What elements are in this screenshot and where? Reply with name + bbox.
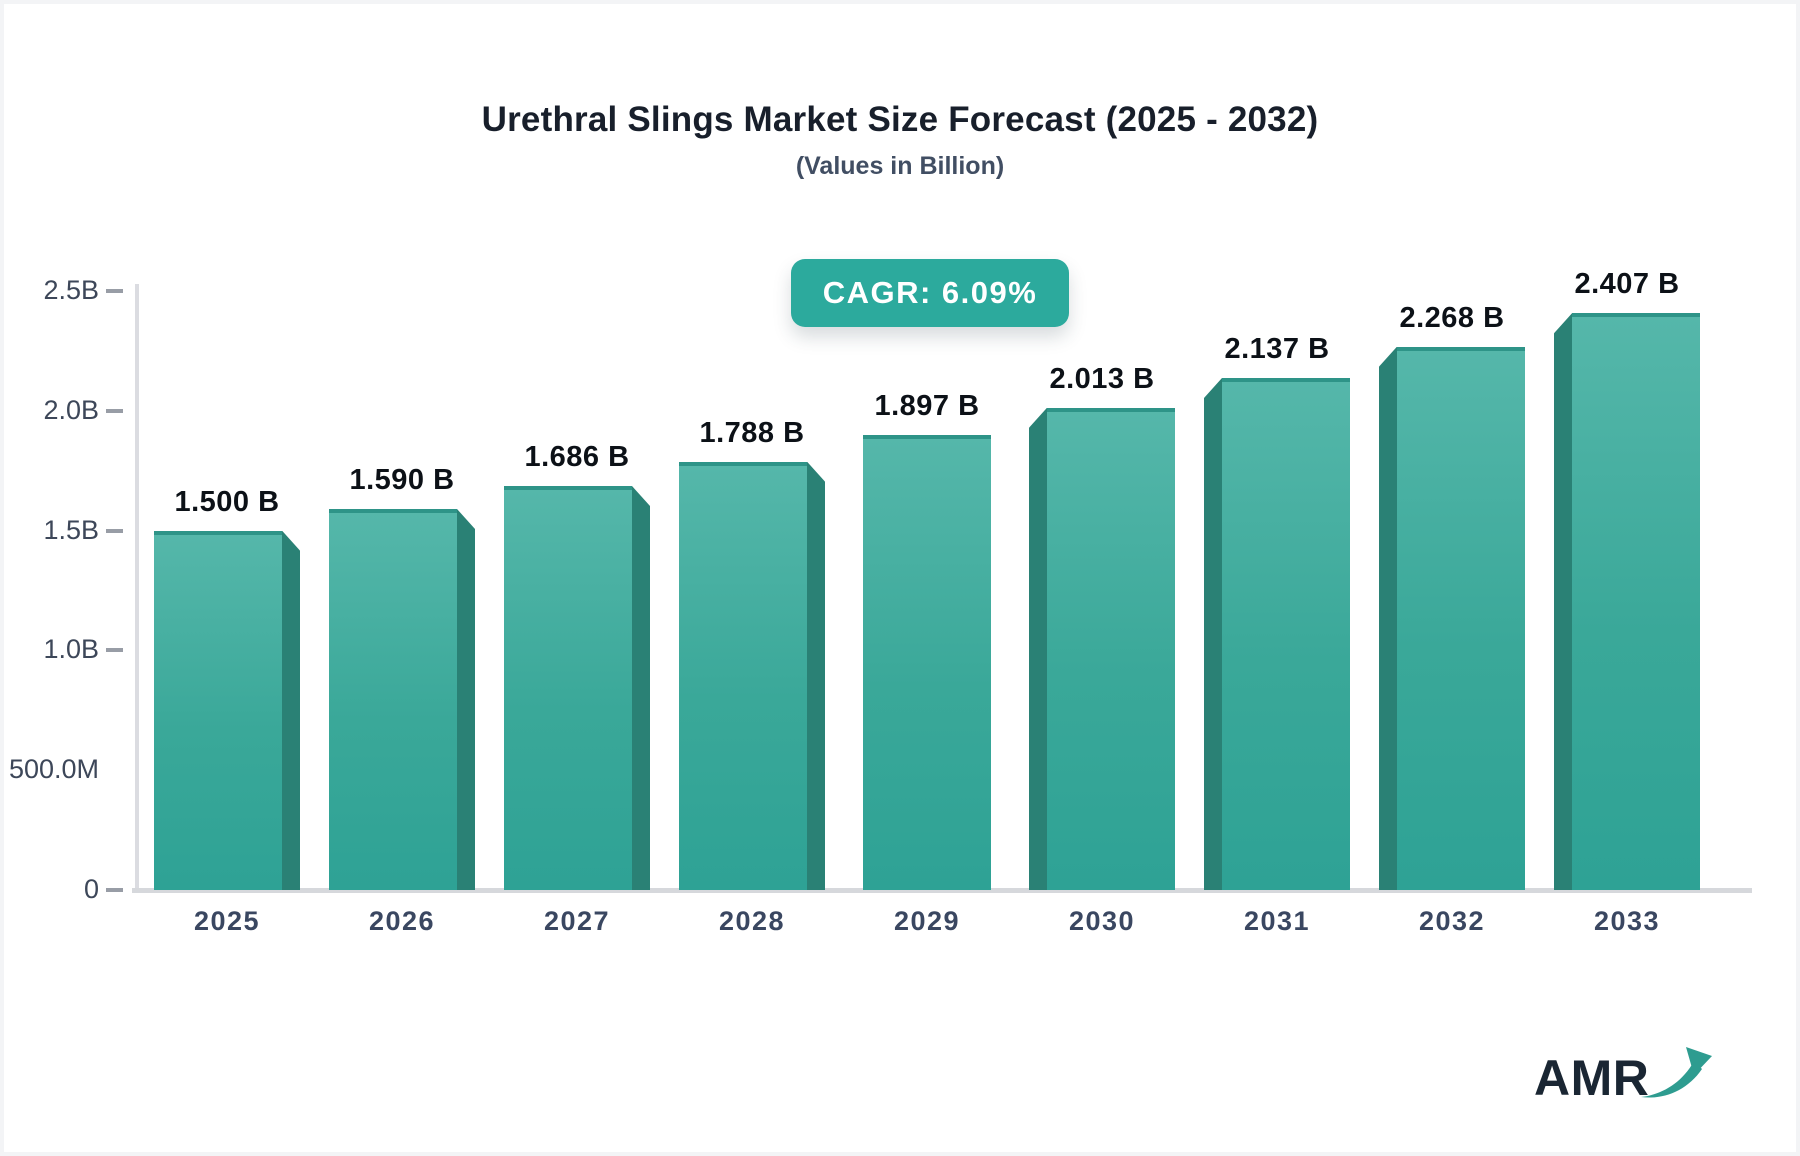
- y-axis-tick-dash: [106, 528, 123, 533]
- bar-side: [1029, 407, 1047, 890]
- bar-side: [807, 461, 825, 890]
- bar-value-label: 2.268 B: [1399, 301, 1505, 334]
- x-axis-label: 2030: [1068, 906, 1136, 936]
- chart-title: Urethral Slings Market Size Forecast (20…: [481, 100, 1319, 139]
- bar-value-label: 2.013 B: [1049, 362, 1155, 395]
- bar-face: [863, 435, 991, 890]
- bar-value-label: 1.897 B: [874, 390, 980, 423]
- y-axis-tick-dash: [106, 888, 123, 892]
- bar-value-label: 2.137 B: [1224, 332, 1330, 365]
- bar-value-label: 1.500 B: [174, 485, 280, 518]
- x-axis-label: 2033: [1593, 906, 1661, 936]
- bar-series: 1.500 B 1.590 B 1.686 B 1.788 B 1.897 B 2.013…: [154, 268, 1700, 890]
- bar-side: [1554, 313, 1572, 890]
- chart-subtitle: (Values in Billion): [795, 152, 1005, 180]
- bar-face: [329, 509, 457, 890]
- y-axis-tick-label: 2.0B: [43, 394, 99, 425]
- x-axis-label: 2029: [893, 906, 961, 936]
- bar[interactable]: 1.590 B: [329, 464, 475, 890]
- bar[interactable]: 1.500 B: [154, 486, 300, 890]
- x-axis-label: 2026: [368, 906, 436, 936]
- bar-side: [282, 530, 300, 890]
- y-axis-tick-dash: [106, 648, 123, 653]
- bar-face: [1222, 377, 1350, 890]
- y-axis-tick-label: 2.5B: [43, 275, 99, 305]
- bar-value-label: 1.686 B: [524, 441, 630, 474]
- bar[interactable]: 2.137 B: [1204, 333, 1350, 890]
- x-axis-line: [132, 888, 1752, 893]
- cagr-badge-label: CAGR: 6.09%: [822, 275, 1038, 310]
- x-axis-label: 2025: [193, 906, 261, 936]
- x-axis-label: 2027: [543, 906, 611, 936]
- bar-side: [1379, 346, 1397, 890]
- x-axis-label: 2032: [1418, 906, 1486, 936]
- bar[interactable]: 1.897 B: [854, 390, 1000, 890]
- growth-arrow-icon: [1641, 1047, 1713, 1098]
- bar-value-label: 1.788 B: [699, 416, 805, 449]
- bar-face: [679, 461, 807, 890]
- bar[interactable]: 1.686 B: [504, 441, 650, 890]
- bar-face: [504, 486, 632, 890]
- bar-side: [457, 509, 475, 890]
- bar[interactable]: 2.013 B: [1029, 363, 1175, 890]
- bar[interactable]: 2.407 B: [1554, 268, 1700, 890]
- bar-face: [154, 530, 282, 890]
- bar-value-label: 2.407 B: [1574, 268, 1680, 301]
- x-axis-label: 2028: [718, 906, 786, 936]
- cagr-badge: CAGR: 6.09%: [791, 259, 1069, 327]
- amr-logo: AMR: [1534, 1038, 1714, 1118]
- bar-face: [1572, 313, 1700, 890]
- x-axis-label: 2031: [1243, 906, 1311, 936]
- y-axis-tick-label: 500.0M: [8, 754, 99, 785]
- y-axis-tick-label: 1.5B: [43, 514, 99, 545]
- x-axis-labels: 2025 2026 2027 2028 2029 2030 2031 2032 2033: [154, 906, 1700, 937]
- y-axis-tick-label: 0: [83, 874, 99, 904]
- y-axis-tick-label: 1.0B: [43, 634, 99, 665]
- bar[interactable]: 1.788 B: [679, 417, 825, 890]
- bar-side: [632, 486, 650, 890]
- amr-logo-text: AMR: [1534, 1050, 1650, 1106]
- bar-face: [1397, 346, 1525, 890]
- bar-side: [1204, 377, 1222, 890]
- bar-face: [1047, 407, 1175, 890]
- y-axis-tick-dash: [106, 408, 123, 413]
- bar[interactable]: 2.268 B: [1379, 302, 1525, 890]
- bar-value-label: 1.590 B: [349, 464, 455, 497]
- y-axis-line: [135, 284, 139, 890]
- y-axis-tick-dash: [106, 289, 123, 293]
